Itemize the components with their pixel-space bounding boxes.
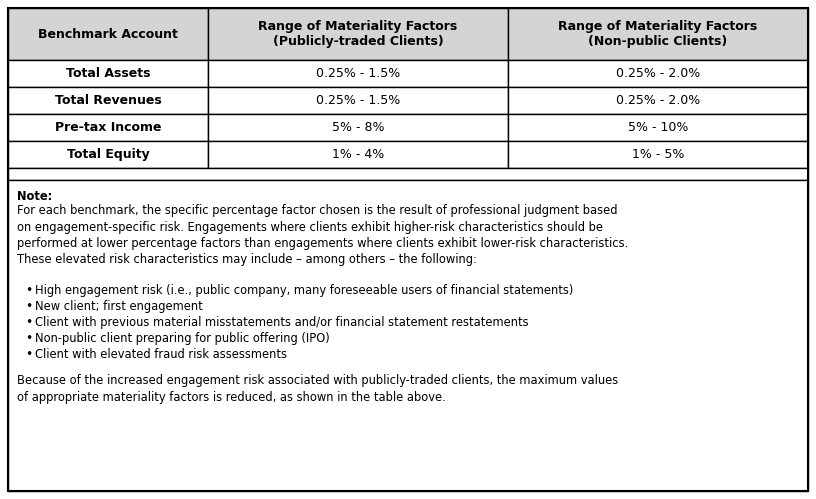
Text: Total Revenues: Total Revenues <box>55 94 162 107</box>
Bar <box>508 114 808 141</box>
Text: Because of the increased engagement risk associated with publicly-traded clients: Because of the increased engagement risk… <box>17 374 619 404</box>
Text: Non-public client preparing for public offering (IPO): Non-public client preparing for public o… <box>35 332 330 345</box>
Text: Client with previous material misstatements and/or financial statement restateme: Client with previous material misstateme… <box>35 316 529 329</box>
Bar <box>8 8 208 60</box>
Text: New client; first engagement: New client; first engagement <box>35 300 202 313</box>
Text: 1% - 5%: 1% - 5% <box>632 148 684 161</box>
Text: 0.25% - 2.0%: 0.25% - 2.0% <box>616 67 700 80</box>
Text: High engagement risk (i.e., public company, many foreseeable users of financial : High engagement risk (i.e., public compa… <box>35 284 574 297</box>
Text: •: • <box>25 316 33 329</box>
Text: Note:: Note: <box>17 190 52 203</box>
Bar <box>508 8 808 60</box>
Bar <box>8 141 208 168</box>
Text: Benchmark Account: Benchmark Account <box>38 27 178 40</box>
Bar <box>8 168 808 180</box>
Bar <box>508 141 808 168</box>
Bar <box>8 114 208 141</box>
Text: 0.25% - 1.5%: 0.25% - 1.5% <box>316 67 400 80</box>
Text: Pre-tax Income: Pre-tax Income <box>55 121 162 134</box>
Bar <box>208 87 508 114</box>
Text: Client with elevated fraud risk assessments: Client with elevated fraud risk assessme… <box>35 348 287 361</box>
Text: •: • <box>25 284 33 297</box>
Text: 0.25% - 1.5%: 0.25% - 1.5% <box>316 94 400 107</box>
Bar <box>8 60 208 87</box>
Text: 5% - 8%: 5% - 8% <box>332 121 384 134</box>
Text: •: • <box>25 348 33 361</box>
Text: 0.25% - 2.0%: 0.25% - 2.0% <box>616 94 700 107</box>
Bar <box>208 114 508 141</box>
Bar <box>8 180 808 491</box>
Text: Total Equity: Total Equity <box>67 148 149 161</box>
Text: •: • <box>25 300 33 313</box>
Bar <box>8 87 208 114</box>
Bar <box>208 60 508 87</box>
Text: •: • <box>25 332 33 345</box>
Bar <box>208 8 508 60</box>
Bar <box>508 87 808 114</box>
Text: For each benchmark, the specific percentage factor chosen is the result of profe: For each benchmark, the specific percent… <box>17 204 628 266</box>
Text: Total Assets: Total Assets <box>66 67 150 80</box>
Text: 5% - 10%: 5% - 10% <box>628 121 688 134</box>
Text: Range of Materiality Factors
(Publicly-traded Clients): Range of Materiality Factors (Publicly-t… <box>259 20 458 48</box>
Text: Range of Materiality Factors
(Non-public Clients): Range of Materiality Factors (Non-public… <box>558 20 757 48</box>
Bar <box>508 60 808 87</box>
Text: 1% - 4%: 1% - 4% <box>332 148 384 161</box>
Bar <box>208 141 508 168</box>
